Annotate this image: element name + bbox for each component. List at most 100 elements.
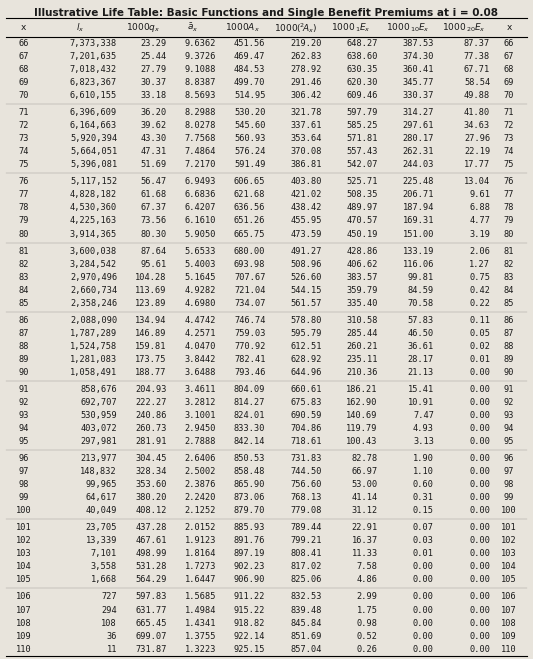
Text: 304.45: 304.45 (135, 454, 167, 463)
Text: 804.09: 804.09 (234, 385, 265, 394)
Text: 885.93: 885.93 (234, 523, 265, 532)
Text: 746.74: 746.74 (234, 316, 265, 325)
Text: 842.14: 842.14 (234, 437, 265, 446)
Text: 865.90: 865.90 (234, 480, 265, 489)
Text: 101: 101 (16, 523, 31, 532)
Text: 7,373,338: 7,373,338 (70, 39, 117, 48)
Text: 690.59: 690.59 (290, 411, 321, 420)
Text: 383.57: 383.57 (346, 273, 378, 281)
Text: 1,058,491: 1,058,491 (70, 368, 117, 377)
Text: 77: 77 (19, 190, 29, 200)
Text: 99.81: 99.81 (408, 273, 434, 281)
Text: 108: 108 (16, 619, 31, 627)
Text: 0.00: 0.00 (469, 398, 490, 407)
Text: 99: 99 (504, 493, 514, 502)
Text: 83: 83 (19, 273, 29, 281)
Text: 262.83: 262.83 (290, 52, 321, 61)
Text: 82: 82 (504, 260, 514, 269)
Text: 82: 82 (19, 260, 29, 269)
Text: x: x (21, 23, 27, 32)
Text: 103: 103 (502, 550, 517, 558)
Text: 6.88: 6.88 (469, 204, 490, 212)
Text: 692,707: 692,707 (80, 398, 117, 407)
Text: 0.00: 0.00 (469, 631, 490, 641)
Text: 498.99: 498.99 (135, 550, 167, 558)
Text: 310.58: 310.58 (346, 316, 378, 325)
Text: 525.71: 525.71 (346, 177, 378, 186)
Text: 727: 727 (101, 592, 117, 602)
Text: 41.14: 41.14 (352, 493, 378, 502)
Text: 403,072: 403,072 (80, 424, 117, 433)
Text: 0.31: 0.31 (413, 493, 434, 502)
Text: 94: 94 (19, 424, 29, 433)
Text: 72: 72 (504, 121, 514, 130)
Text: 76: 76 (19, 177, 29, 186)
Text: 0.00: 0.00 (469, 480, 490, 489)
Text: 30.37: 30.37 (140, 78, 167, 87)
Text: 294: 294 (101, 606, 117, 615)
Text: 187.94: 187.94 (402, 204, 434, 212)
Text: 81: 81 (504, 246, 514, 256)
Text: 628.92: 628.92 (290, 355, 321, 364)
Text: 240.86: 240.86 (135, 411, 167, 420)
Text: 96: 96 (19, 454, 29, 463)
Text: 839.48: 839.48 (290, 606, 321, 615)
Text: 79: 79 (504, 216, 514, 225)
Text: 0.00: 0.00 (469, 467, 490, 476)
Text: 74: 74 (19, 147, 29, 156)
Text: 2,358,246: 2,358,246 (70, 299, 117, 308)
Text: 499.70: 499.70 (234, 78, 265, 87)
Text: 0.00: 0.00 (469, 368, 490, 377)
Text: 0.05: 0.05 (469, 329, 490, 338)
Text: 2.1252: 2.1252 (184, 506, 216, 515)
Text: 15.41: 15.41 (408, 385, 434, 394)
Text: 0.42: 0.42 (469, 285, 490, 295)
Text: 408.12: 408.12 (135, 506, 167, 515)
Text: 69: 69 (19, 78, 29, 87)
Text: 281.91: 281.91 (135, 437, 167, 446)
Text: 67: 67 (19, 52, 29, 61)
Text: 450.19: 450.19 (346, 229, 378, 239)
Text: 297.61: 297.61 (402, 121, 434, 130)
Text: 630.35: 630.35 (346, 65, 378, 74)
Text: 359.79: 359.79 (346, 285, 378, 295)
Text: 353.60: 353.60 (135, 480, 167, 489)
Text: 345.77: 345.77 (402, 78, 434, 87)
Text: 91: 91 (19, 385, 29, 394)
Text: 22.91: 22.91 (352, 523, 378, 532)
Text: x: x (506, 23, 512, 32)
Text: 6,823,367: 6,823,367 (70, 78, 117, 87)
Text: 260.21: 260.21 (346, 342, 378, 351)
Text: 721.04: 721.04 (234, 285, 265, 295)
Text: 186.21: 186.21 (346, 385, 378, 394)
Text: 57.83: 57.83 (408, 316, 434, 325)
Text: 77: 77 (504, 190, 514, 200)
Text: 23,705: 23,705 (86, 523, 117, 532)
Text: 902.23: 902.23 (234, 562, 265, 571)
Text: 2,970,496: 2,970,496 (70, 273, 117, 281)
Text: 1.6447: 1.6447 (184, 575, 216, 585)
Text: 123.89: 123.89 (135, 299, 167, 308)
Text: 225.48: 225.48 (402, 177, 434, 186)
Text: 770.92: 770.92 (234, 342, 265, 351)
Text: 473.59: 473.59 (290, 229, 321, 239)
Text: 1.9123: 1.9123 (184, 536, 216, 546)
Text: 73.56: 73.56 (140, 216, 167, 225)
Text: 7.7568: 7.7568 (184, 134, 216, 143)
Text: 285.44: 285.44 (346, 329, 378, 338)
Text: 140.69: 140.69 (346, 411, 378, 420)
Text: 104: 104 (502, 562, 517, 571)
Text: 879.70: 879.70 (234, 506, 265, 515)
Text: 47.31: 47.31 (140, 147, 167, 156)
Text: 71: 71 (19, 108, 29, 117)
Text: 2.06: 2.06 (469, 246, 490, 256)
Text: 704.86: 704.86 (290, 424, 321, 433)
Text: 297,981: 297,981 (80, 437, 117, 446)
Text: 79: 79 (19, 216, 29, 225)
Text: 526.60: 526.60 (290, 273, 321, 281)
Text: 151.00: 151.00 (402, 229, 434, 239)
Text: 337.61: 337.61 (290, 121, 321, 130)
Text: 707.67: 707.67 (234, 273, 265, 281)
Text: 306.42: 306.42 (290, 91, 321, 100)
Text: 169.31: 169.31 (402, 216, 434, 225)
